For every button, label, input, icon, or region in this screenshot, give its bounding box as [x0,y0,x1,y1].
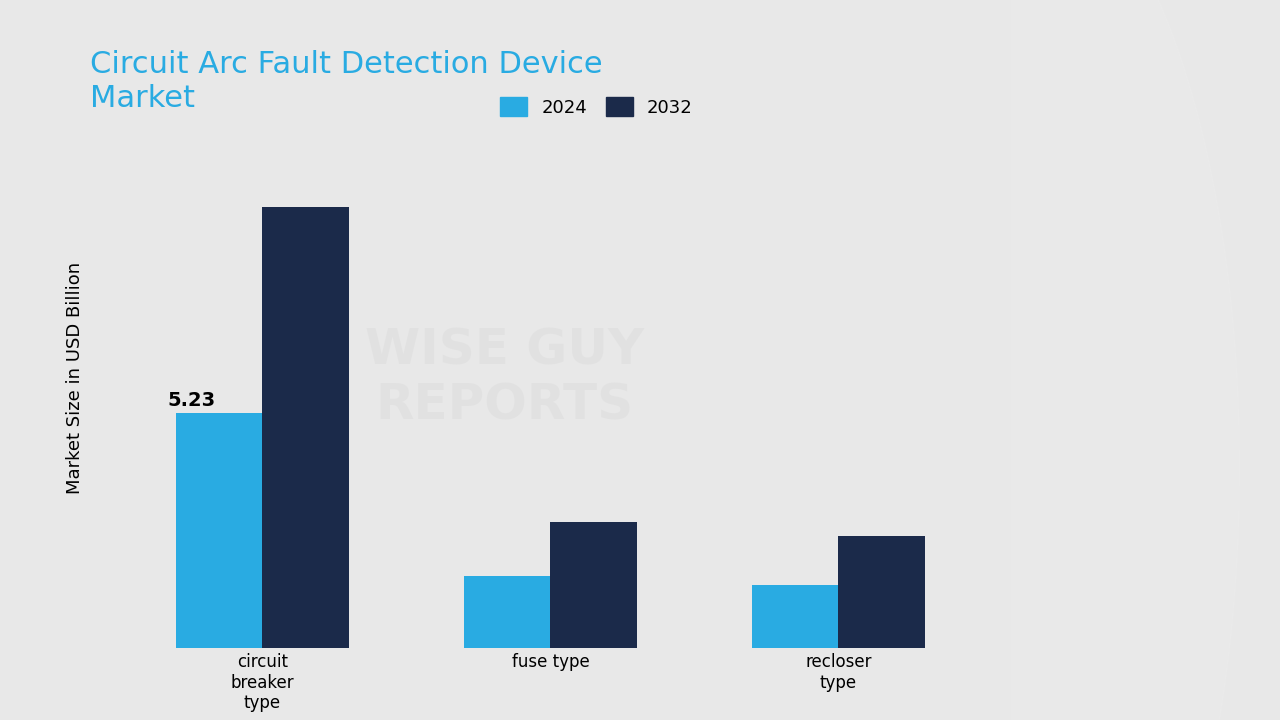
Bar [262,207,348,648]
Bar [838,536,925,648]
Bar [753,585,838,648]
Text: 5.23: 5.23 [168,391,215,410]
Bar [465,576,550,648]
Text: WISE GUY
REPORTS: WISE GUY REPORTS [365,326,644,430]
Bar [550,522,637,648]
Bar [177,413,262,648]
Text: Circuit Arc Fault Detection Device
Market: Circuit Arc Fault Detection Device Marke… [90,50,602,113]
Legend: 2024, 2032: 2024, 2032 [493,90,700,124]
Y-axis label: Market Size in USD Billion: Market Size in USD Billion [67,262,84,494]
Circle shape [783,0,1240,720]
